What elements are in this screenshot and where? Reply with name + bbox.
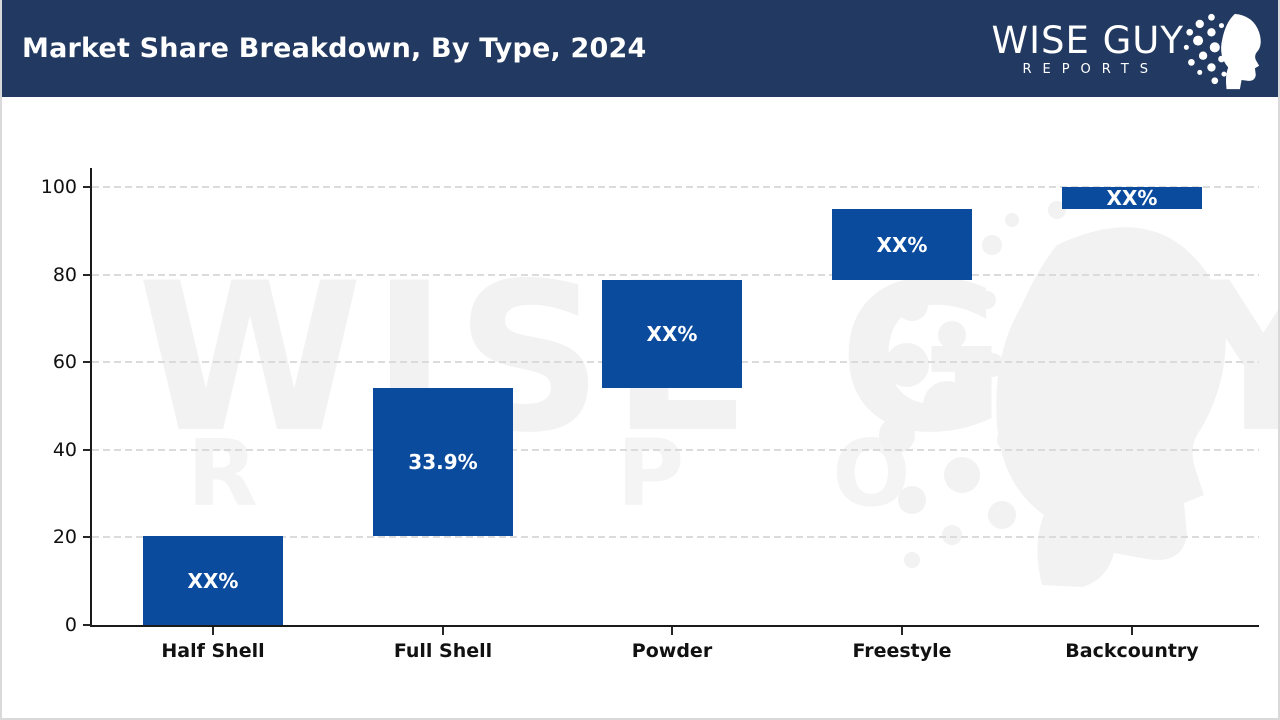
bar-value-label: XX% <box>646 321 698 346</box>
x-axis-line <box>90 625 1259 627</box>
x-tick-mark <box>442 627 444 635</box>
x-tick-mark <box>212 627 214 635</box>
bar-powder: XX% <box>602 280 742 388</box>
y-tick-label: 80 <box>52 263 77 286</box>
y-tick-label: 0 <box>64 614 77 636</box>
page-title: Market Share Breakdown, By Type, 2024 <box>22 33 647 64</box>
header-bar: Market Share Breakdown, By Type, 2024 WI… <box>2 0 1278 97</box>
y-tick-label: 20 <box>52 526 77 549</box>
gridline-100 <box>92 186 1259 188</box>
x-tick-label: Backcountry <box>1065 640 1199 662</box>
x-tick-label: Full Shell <box>393 640 493 662</box>
x-tick-label: Powder <box>631 640 713 662</box>
watermark-head-icon <box>879 196 1226 587</box>
bar-backcountry: XX% <box>1062 187 1202 209</box>
y-tick-mark <box>83 361 91 364</box>
x-tick-label: Freestyle <box>852 640 952 662</box>
y-tick-mark <box>83 624 91 626</box>
y-tick-label: 100 <box>40 176 77 198</box>
logo-subtitle: REPORTS <box>1022 61 1160 77</box>
bar-value-label: 33.9% <box>408 449 478 474</box>
bar-full-shell: 33.9% <box>373 387 513 537</box>
bar-value-label: XX% <box>187 568 239 593</box>
x-tick-mark <box>1131 627 1133 635</box>
wise-guy-logo: WISE GUY REPORTS <box>992 4 1270 94</box>
y-axis-line <box>90 168 92 627</box>
x-tick-label: Half Shell <box>161 640 265 662</box>
logo-head-icon <box>1183 13 1261 90</box>
bar-value-label: XX% <box>1106 185 1158 210</box>
x-tick-mark <box>671 627 673 635</box>
y-tick-label: 40 <box>52 438 77 461</box>
y-tick-mark <box>83 448 91 451</box>
gridline-40 <box>92 448 1259 451</box>
bar-half-shell: XX% <box>143 536 283 625</box>
y-tick-label: 60 <box>52 351 77 374</box>
gridline-20 <box>92 536 1259 539</box>
bar-value-label: XX% <box>876 232 928 257</box>
y-tick-mark <box>83 186 91 188</box>
logo-wordmark: WISE GUY <box>991 18 1184 62</box>
bar-freestyle: XX% <box>832 208 972 281</box>
y-tick-mark <box>83 536 91 539</box>
gridline-80 <box>92 273 1259 276</box>
x-tick-mark <box>901 627 903 635</box>
y-tick-mark <box>83 273 91 276</box>
